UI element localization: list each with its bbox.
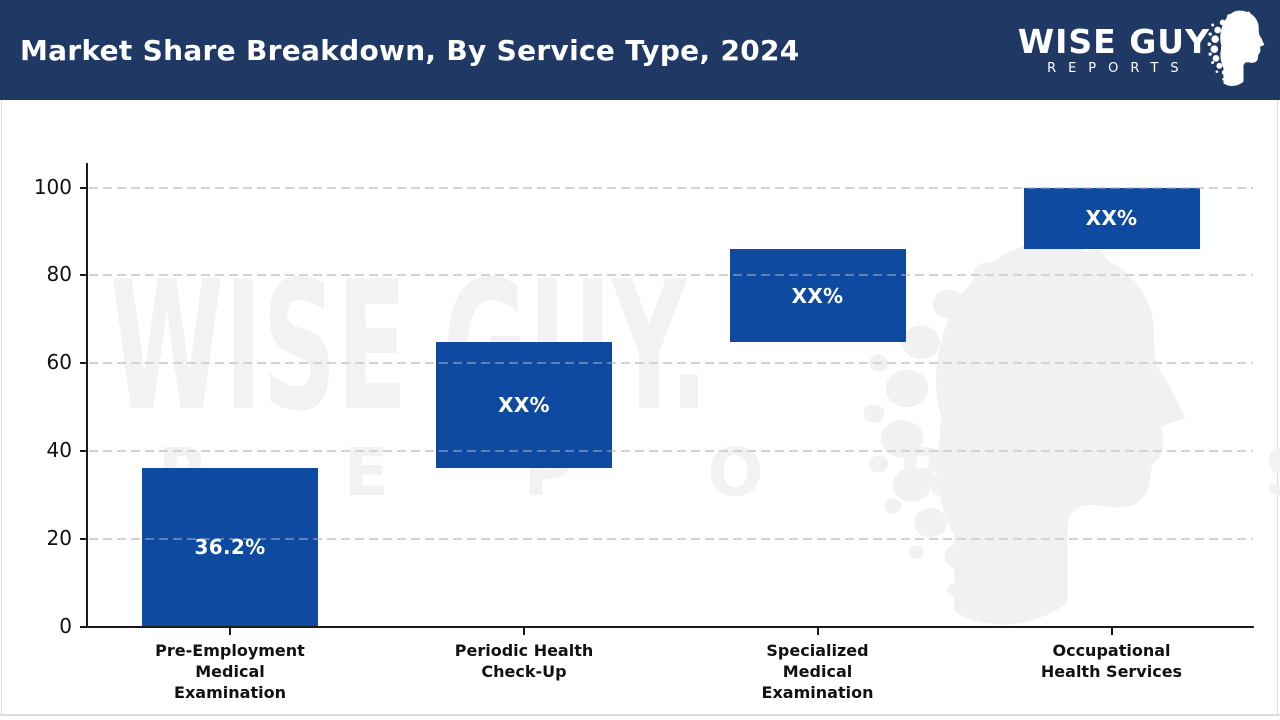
y-axis-line bbox=[86, 163, 88, 628]
logo-reports-label: REPORTS bbox=[1047, 61, 1191, 76]
right-border-line bbox=[1277, 100, 1278, 715]
y-tick bbox=[80, 362, 87, 365]
y-tick-label: 100 bbox=[33, 174, 72, 199]
x-tick bbox=[523, 628, 525, 635]
bar-value-label: XX% bbox=[1085, 206, 1138, 231]
gridline-overlay bbox=[89, 362, 1253, 365]
watermark-head-icon bbox=[863, 244, 1186, 625]
gridline-overlay bbox=[89, 450, 1253, 453]
gridline-overlay bbox=[89, 186, 1253, 189]
logo: WISE GUY REPORTS bbox=[1018, 7, 1266, 93]
x-category-label: Occupational Health Services bbox=[1040, 641, 1183, 681]
y-tick-label: 20 bbox=[46, 526, 72, 551]
gridline bbox=[89, 362, 1253, 365]
bar-value-label: 36.2% bbox=[194, 535, 266, 560]
bar-value-label: XX% bbox=[791, 283, 844, 308]
x-tick bbox=[816, 628, 819, 635]
x-category-label: Periodic Health Check-Up bbox=[454, 641, 594, 681]
x-category-label: Specialized Medical Examination bbox=[761, 641, 874, 702]
y-tick bbox=[80, 626, 87, 628]
gridline bbox=[89, 186, 1253, 189]
gridline-overlay bbox=[89, 274, 1253, 277]
watermark-wiseguy-text: WISE GUY. bbox=[110, 243, 709, 450]
x-category-label: Pre-Employment Medical Examination bbox=[155, 641, 305, 702]
bar-segment: 36.2% bbox=[142, 467, 318, 627]
gridline bbox=[89, 450, 1253, 453]
bar-segment: XX% bbox=[1023, 187, 1200, 250]
y-tick bbox=[80, 450, 87, 453]
gridline bbox=[89, 274, 1253, 277]
bar-segment: XX% bbox=[436, 342, 612, 468]
gridline bbox=[89, 538, 1253, 541]
y-tick-label: 0 bbox=[59, 614, 72, 638]
y-tick-label: 80 bbox=[46, 262, 72, 287]
y-tick-label: 60 bbox=[46, 350, 72, 375]
y-tick bbox=[80, 274, 87, 277]
page-title: Market Share Breakdown, By Service Type,… bbox=[20, 33, 800, 67]
y-tick bbox=[80, 538, 87, 541]
header-bar: Market Share Breakdown, By Service Type,… bbox=[0, 0, 1280, 100]
y-tick bbox=[80, 186, 87, 189]
logo-head-icon bbox=[1207, 10, 1265, 87]
logo-wiseguy-label: WISE GUY bbox=[1017, 22, 1210, 61]
y-tick-label: 40 bbox=[46, 438, 72, 463]
x-tick bbox=[229, 628, 231, 635]
gridline-overlay bbox=[89, 538, 1253, 541]
left-border-line bbox=[1, 100, 2, 715]
bottom-border-line bbox=[0, 714, 1280, 716]
logo-text: WISE GUY REPORTS bbox=[1018, 25, 1210, 75]
bar-segment: XX% bbox=[729, 249, 906, 343]
x-tick bbox=[1110, 628, 1113, 635]
bar-value-label: XX% bbox=[498, 393, 550, 418]
x-axis-line bbox=[86, 626, 1254, 628]
